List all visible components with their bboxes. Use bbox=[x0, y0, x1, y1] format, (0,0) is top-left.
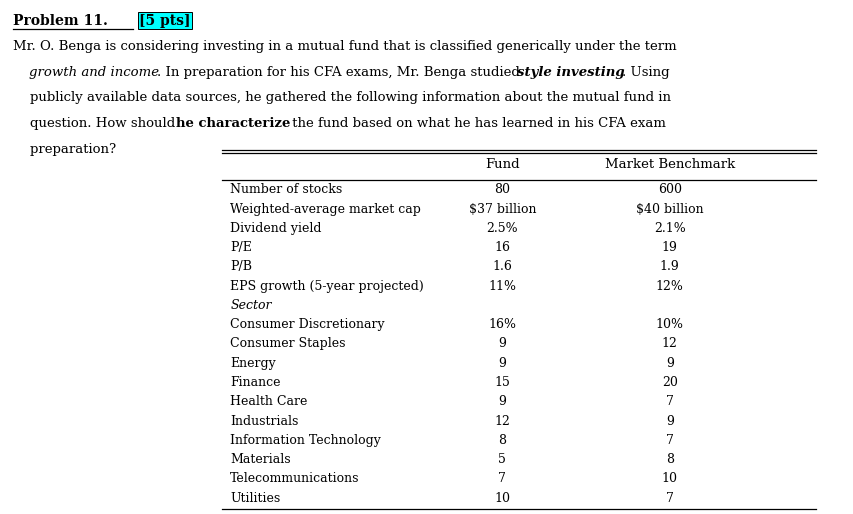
Text: Consumer Staples: Consumer Staples bbox=[230, 338, 345, 351]
Text: 9: 9 bbox=[665, 414, 673, 428]
Text: the fund based on what he has learned in his CFA exam: the fund based on what he has learned in… bbox=[287, 117, 665, 130]
Text: [5 pts]: [5 pts] bbox=[139, 13, 190, 28]
Text: Fund: Fund bbox=[485, 158, 519, 171]
Text: Sector: Sector bbox=[230, 299, 271, 312]
Text: 12: 12 bbox=[661, 338, 677, 351]
Text: 10: 10 bbox=[494, 491, 510, 505]
Text: EPS growth (5-year projected): EPS growth (5-year projected) bbox=[230, 280, 423, 293]
Text: Health Care: Health Care bbox=[230, 395, 307, 408]
Text: $37 billion: $37 billion bbox=[468, 203, 536, 216]
Text: 9: 9 bbox=[498, 395, 506, 408]
Text: 9: 9 bbox=[498, 357, 506, 370]
Text: 9: 9 bbox=[498, 338, 506, 351]
Text: 1.6: 1.6 bbox=[492, 261, 512, 273]
Text: preparation?: preparation? bbox=[13, 143, 115, 156]
Text: 8: 8 bbox=[498, 434, 506, 447]
Text: Utilities: Utilities bbox=[230, 491, 280, 505]
Text: 8: 8 bbox=[665, 453, 673, 466]
Text: Industrials: Industrials bbox=[230, 414, 299, 428]
Text: 11%: 11% bbox=[488, 280, 516, 293]
Text: 80: 80 bbox=[494, 183, 510, 196]
Text: Information Technology: Information Technology bbox=[230, 434, 380, 447]
Text: growth and income: growth and income bbox=[29, 66, 160, 79]
Text: Mr. O. Benga is considering investing in a mutual fund that is classified generi: Mr. O. Benga is considering investing in… bbox=[13, 40, 676, 53]
Text: 7: 7 bbox=[665, 491, 673, 505]
Text: he characterize: he characterize bbox=[176, 117, 290, 130]
Text: P/E: P/E bbox=[230, 241, 252, 254]
Text: $40 billion: $40 billion bbox=[635, 203, 703, 216]
Text: 16: 16 bbox=[494, 241, 510, 254]
Text: 19: 19 bbox=[661, 241, 677, 254]
Text: 7: 7 bbox=[665, 434, 673, 447]
Text: 12: 12 bbox=[494, 414, 510, 428]
Text: 10: 10 bbox=[661, 472, 677, 485]
Text: 16%: 16% bbox=[488, 318, 516, 331]
Text: publicly available data sources, he gathered the following information about the: publicly available data sources, he gath… bbox=[13, 91, 670, 104]
Text: Finance: Finance bbox=[230, 376, 281, 389]
Text: 12%: 12% bbox=[655, 280, 683, 293]
Text: 1.9: 1.9 bbox=[659, 261, 679, 273]
Text: Market Benchmark: Market Benchmark bbox=[604, 158, 734, 171]
Text: 10%: 10% bbox=[655, 318, 683, 331]
Text: 15: 15 bbox=[494, 376, 510, 389]
Text: . In preparation for his CFA exams, Mr. Benga studied: . In preparation for his CFA exams, Mr. … bbox=[157, 66, 523, 79]
Text: 5: 5 bbox=[498, 453, 506, 466]
Text: 2.5%: 2.5% bbox=[486, 222, 518, 235]
Text: 600: 600 bbox=[657, 183, 681, 196]
Text: 2.1%: 2.1% bbox=[653, 222, 685, 235]
Text: 9: 9 bbox=[665, 357, 673, 370]
Text: style investing: style investing bbox=[516, 66, 624, 79]
Text: 7: 7 bbox=[665, 395, 673, 408]
Text: 7: 7 bbox=[498, 472, 506, 485]
Text: Number of stocks: Number of stocks bbox=[230, 183, 342, 196]
Text: Consumer Discretionary: Consumer Discretionary bbox=[230, 318, 385, 331]
Text: Materials: Materials bbox=[230, 453, 291, 466]
Text: Telecommunications: Telecommunications bbox=[230, 472, 359, 485]
Text: Weighted-average market cap: Weighted-average market cap bbox=[230, 203, 421, 216]
Text: Energy: Energy bbox=[230, 357, 276, 370]
Text: P/B: P/B bbox=[230, 261, 252, 273]
Text: . Using: . Using bbox=[622, 66, 669, 79]
Text: Dividend yield: Dividend yield bbox=[230, 222, 322, 235]
Text: question. How should: question. How should bbox=[13, 117, 179, 130]
Text: Problem 11.: Problem 11. bbox=[13, 13, 107, 28]
Text: 20: 20 bbox=[661, 376, 677, 389]
